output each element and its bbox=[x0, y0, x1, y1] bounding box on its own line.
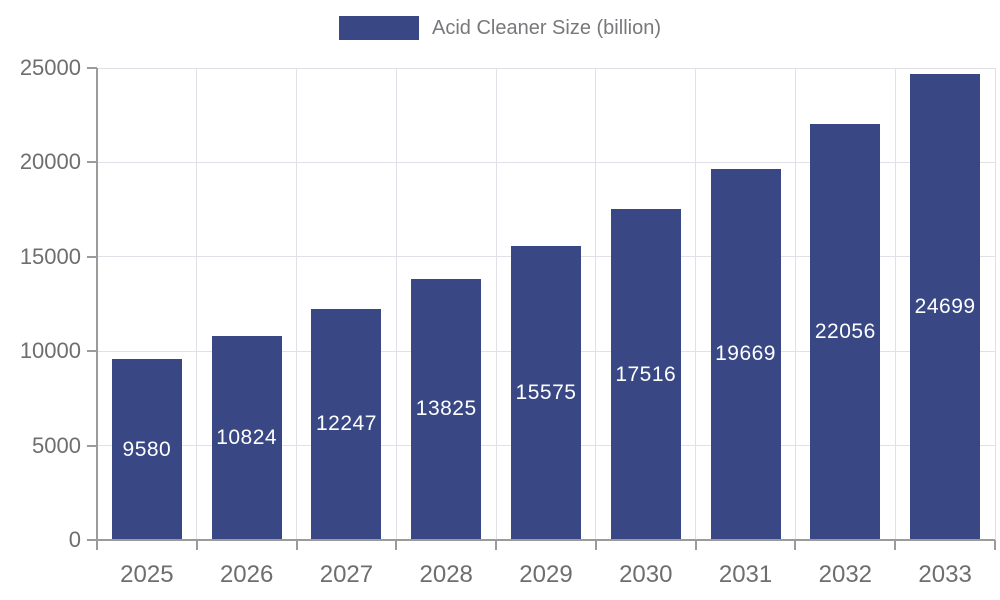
y-axis-tick bbox=[87, 67, 97, 69]
h-gridline bbox=[97, 161, 995, 163]
legend-item[interactable]: Acid Cleaner Size (billion) bbox=[0, 16, 1000, 40]
bar[interactable] bbox=[411, 278, 482, 540]
x-axis-tick-label: 2026 bbox=[219, 561, 274, 588]
y-axis-tick bbox=[87, 539, 97, 541]
x-axis-tick-label: 2028 bbox=[419, 561, 473, 588]
x-axis-tick-label: 2031 bbox=[718, 561, 773, 588]
x-axis-line bbox=[97, 539, 995, 541]
bar-value-label: 12247 bbox=[315, 412, 377, 436]
bar[interactable] bbox=[111, 359, 182, 540]
bar[interactable] bbox=[610, 209, 681, 540]
y-axis-tick-label: 5000 bbox=[32, 432, 81, 458]
x-axis-tick bbox=[96, 540, 98, 550]
h-gridline bbox=[97, 67, 995, 69]
y-axis-tick-label: 0 bbox=[68, 527, 81, 552]
v-gridline bbox=[296, 68, 298, 540]
bar-value-label: 13825 bbox=[415, 397, 477, 421]
x-axis-tick bbox=[694, 540, 697, 550]
bar[interactable] bbox=[710, 168, 781, 540]
v-gridline bbox=[894, 68, 896, 540]
y-axis-tick bbox=[87, 350, 97, 353]
bar-value-label: 24699 bbox=[914, 294, 976, 318]
y-axis-tick bbox=[87, 255, 97, 258]
bar-value-label: 17516 bbox=[615, 362, 677, 386]
x-axis-tick bbox=[594, 540, 597, 550]
legend-label: Acid Cleaner Size (billion) bbox=[432, 16, 661, 39]
x-axis-tick bbox=[395, 540, 398, 550]
x-axis-tick bbox=[295, 540, 298, 550]
x-axis-tick-label: 2029 bbox=[519, 561, 573, 588]
y-axis-tick bbox=[87, 444, 97, 447]
bar-value-label: 22056 bbox=[814, 319, 876, 343]
x-axis-tick bbox=[794, 540, 797, 550]
bar-value-label: 15575 bbox=[515, 380, 577, 404]
v-gridline bbox=[196, 68, 198, 540]
bar[interactable] bbox=[511, 245, 581, 540]
bar[interactable] bbox=[910, 73, 981, 540]
bar-value-label: 19669 bbox=[715, 342, 776, 366]
bar-value-label: 10824 bbox=[216, 425, 278, 449]
x-axis-tick bbox=[195, 540, 198, 550]
v-gridline bbox=[794, 68, 796, 540]
bar[interactable] bbox=[810, 123, 881, 540]
x-axis-tick bbox=[495, 540, 498, 550]
v-gridline bbox=[495, 68, 497, 540]
y-axis-tick-label: 25000 bbox=[19, 55, 81, 80]
x-axis-tick-label: 2027 bbox=[319, 561, 374, 588]
x-axis-tick-label: 2033 bbox=[918, 561, 972, 588]
bar[interactable] bbox=[211, 335, 282, 540]
bar-value-label: 9580 bbox=[122, 437, 172, 461]
legend-swatch bbox=[339, 16, 419, 40]
bar[interactable] bbox=[311, 308, 382, 540]
y-axis-tick-label: 10000 bbox=[19, 338, 81, 364]
v-gridline bbox=[395, 68, 397, 540]
x-axis-tick-label: 2025 bbox=[120, 561, 174, 588]
x-axis-tick-label: 2032 bbox=[818, 561, 873, 588]
y-axis-tick-label: 15000 bbox=[19, 243, 81, 269]
x-axis-tick-label: 2030 bbox=[619, 561, 673, 588]
x-axis-tick bbox=[994, 540, 996, 550]
y-axis-tick-label: 20000 bbox=[19, 149, 81, 175]
v-gridline bbox=[595, 68, 597, 540]
y-axis-tick bbox=[87, 161, 97, 164]
y-axis-line bbox=[96, 68, 98, 542]
v-gridline bbox=[695, 68, 697, 540]
v-gridline bbox=[994, 68, 996, 540]
x-axis-tick bbox=[894, 540, 897, 550]
